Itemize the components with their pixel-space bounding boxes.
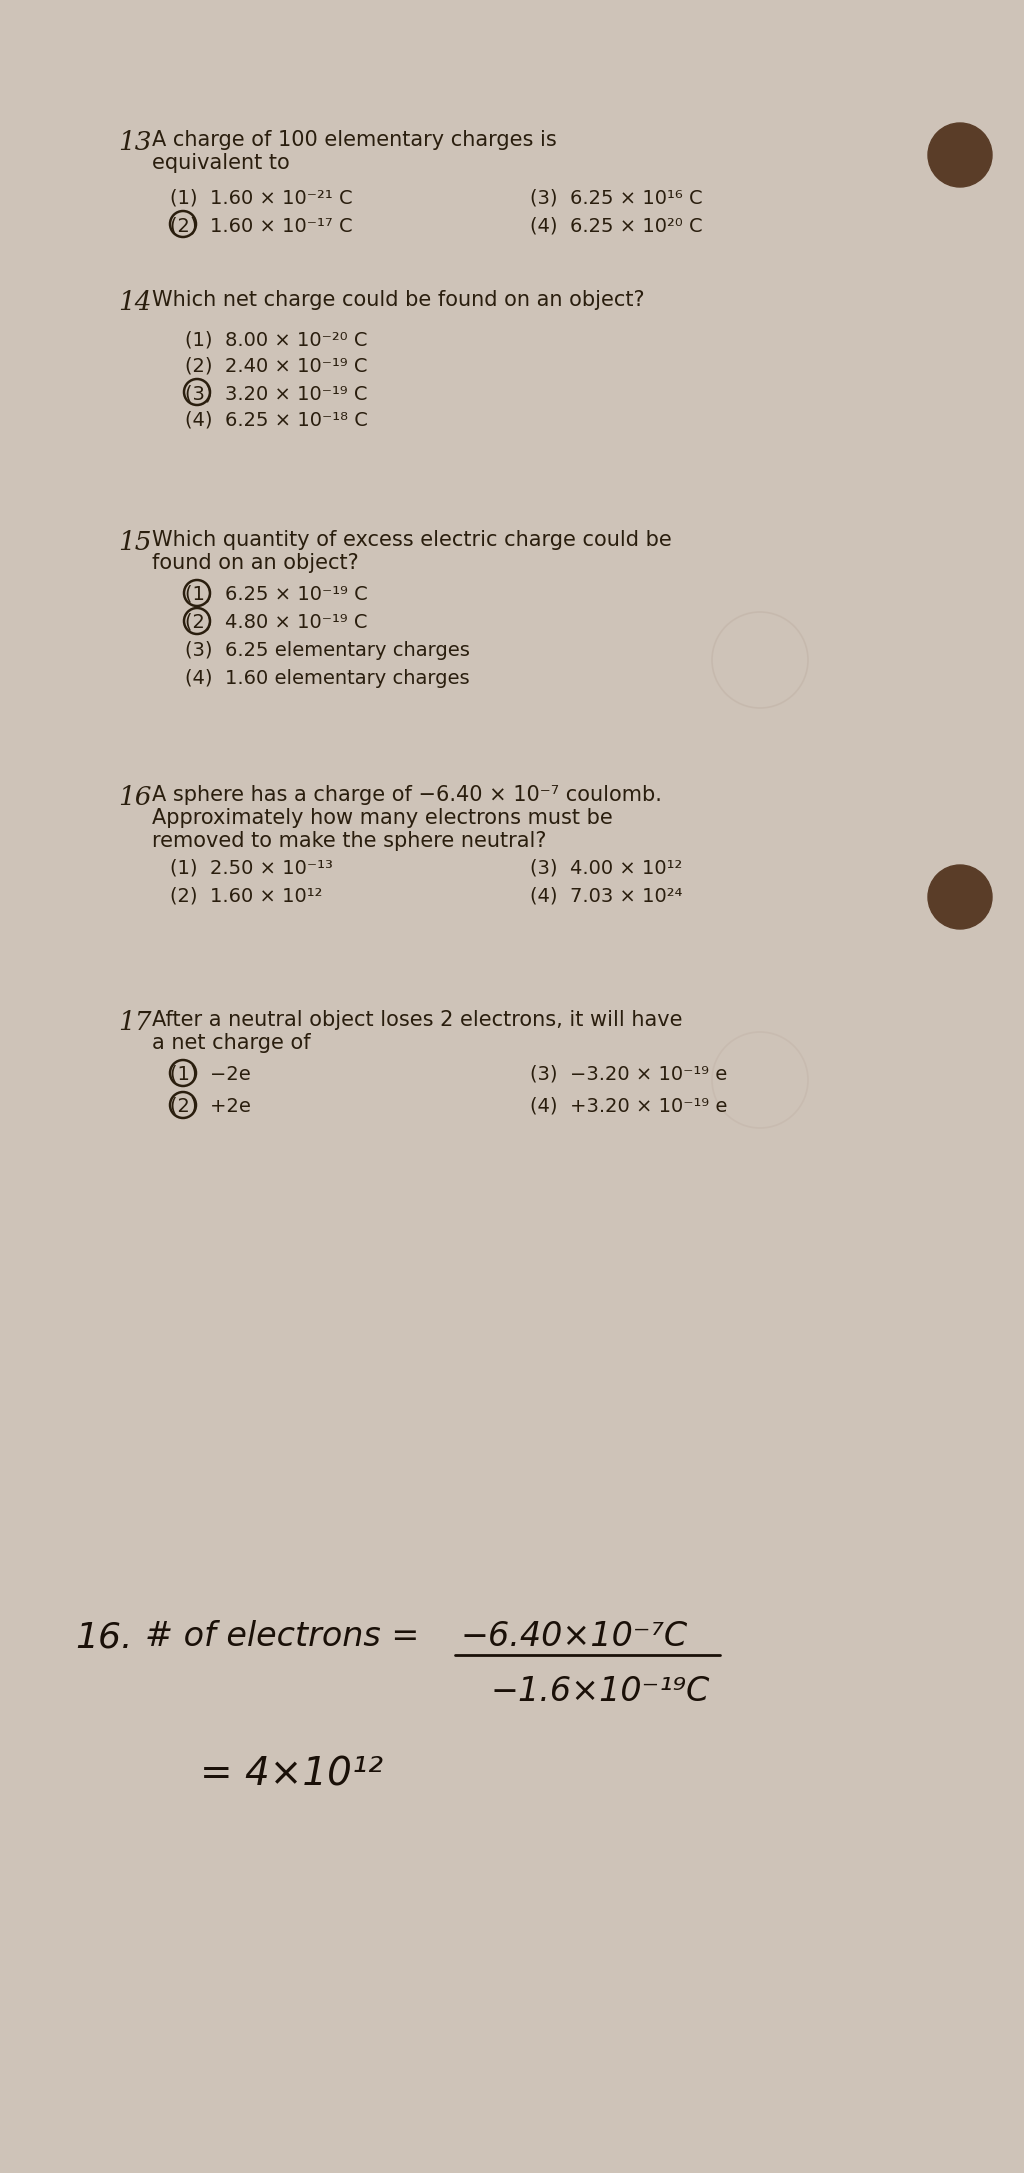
Text: (1)  8.00 × 10⁻²⁰ C: (1) 8.00 × 10⁻²⁰ C: [185, 330, 368, 350]
Text: (2)  1.60 × 10¹²: (2) 1.60 × 10¹²: [170, 887, 323, 906]
Text: (4)  1.60 elementary charges: (4) 1.60 elementary charges: [185, 669, 470, 689]
Text: (3)  4.00 × 10¹²: (3) 4.00 × 10¹²: [530, 858, 682, 878]
Text: (3)  6.25 elementary charges: (3) 6.25 elementary charges: [185, 641, 470, 661]
Text: A charge of 100 elementary charges is
equivalent to: A charge of 100 elementary charges is eq…: [152, 130, 557, 174]
Text: # of electrons =: # of electrons =: [145, 1621, 420, 1654]
Text: (4)  6.25 × 10²⁰ C: (4) 6.25 × 10²⁰ C: [530, 215, 702, 235]
Text: Which net charge could be found on an object?: Which net charge could be found on an ob…: [152, 289, 645, 311]
Text: (4)  +3.20 × 10⁻¹⁹ e: (4) +3.20 × 10⁻¹⁹ e: [530, 1097, 727, 1117]
Text: (4)  6.25 × 10⁻¹⁸ C: (4) 6.25 × 10⁻¹⁸ C: [185, 411, 368, 430]
Text: After a neutral object loses 2 electrons, it will have
a net charge of: After a neutral object loses 2 electrons…: [152, 1010, 683, 1054]
Text: (1)  6.25 × 10⁻¹⁹ C: (1) 6.25 × 10⁻¹⁹ C: [185, 585, 368, 604]
Text: (1)  2.50 × 10⁻¹³: (1) 2.50 × 10⁻¹³: [170, 858, 333, 878]
Circle shape: [928, 865, 992, 930]
Text: 14: 14: [118, 289, 152, 315]
Text: (4)  7.03 × 10²⁴: (4) 7.03 × 10²⁴: [530, 887, 682, 906]
Text: (3)  3.20 × 10⁻¹⁹ C: (3) 3.20 × 10⁻¹⁹ C: [185, 385, 368, 402]
Text: 15: 15: [118, 530, 152, 554]
Text: (2)  +2e: (2) +2e: [170, 1097, 251, 1117]
Text: (2)  1.60 × 10⁻¹⁷ C: (2) 1.60 × 10⁻¹⁷ C: [170, 215, 352, 235]
Text: 16: 16: [118, 784, 152, 811]
Circle shape: [928, 124, 992, 187]
Text: −1.6×10⁻¹⁹C: −1.6×10⁻¹⁹C: [490, 1675, 710, 1708]
Text: = 4×10¹²: = 4×10¹²: [200, 1756, 383, 1793]
Text: −6.40×10⁻⁷C: −6.40×10⁻⁷C: [460, 1621, 687, 1654]
Text: (1)  1.60 × 10⁻²¹ C: (1) 1.60 × 10⁻²¹ C: [170, 189, 352, 206]
Text: Which quantity of excess electric charge could be
found on an object?: Which quantity of excess electric charge…: [152, 530, 672, 574]
Text: (3)  6.25 × 10¹⁶ C: (3) 6.25 × 10¹⁶ C: [530, 189, 702, 206]
Text: (2)  4.80 × 10⁻¹⁹ C: (2) 4.80 × 10⁻¹⁹ C: [185, 613, 368, 632]
Text: (3)  −3.20 × 10⁻¹⁹ e: (3) −3.20 × 10⁻¹⁹ e: [530, 1065, 727, 1084]
Text: 16.: 16.: [75, 1621, 132, 1654]
Text: A sphere has a charge of −6.40 × 10⁻⁷ coulomb.
Approximately how many electrons : A sphere has a charge of −6.40 × 10⁻⁷ co…: [152, 784, 662, 852]
Text: 17: 17: [118, 1010, 152, 1034]
Text: 13: 13: [118, 130, 152, 154]
Text: (1)  −2e: (1) −2e: [170, 1065, 251, 1084]
Text: (2)  2.40 × 10⁻¹⁹ C: (2) 2.40 × 10⁻¹⁹ C: [185, 356, 368, 376]
